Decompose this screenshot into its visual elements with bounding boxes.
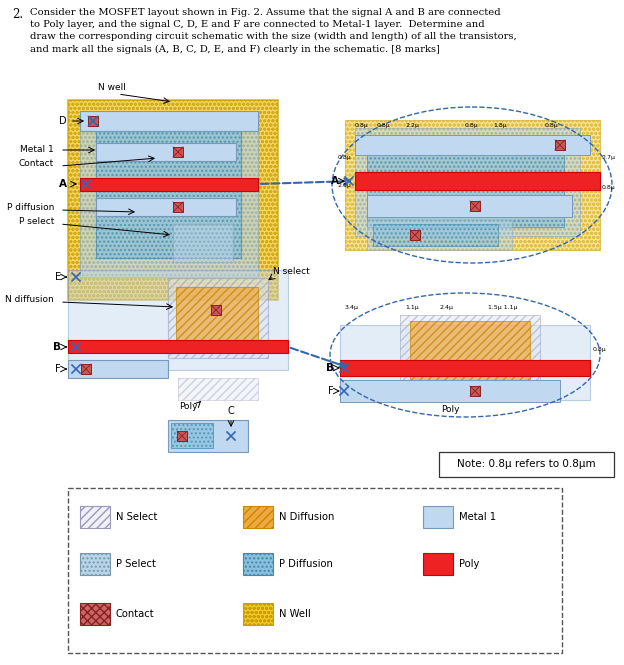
Bar [367,195,572,217]
Bar [168,420,248,452]
Bar [68,100,278,300]
Text: Poly: Poly [441,405,459,414]
Bar [555,140,565,150]
Bar [168,278,268,358]
Bar [173,147,183,157]
Text: P Select: P Select [116,559,156,569]
Bar [355,128,580,236]
Text: 2.2μ: 2.2μ [405,123,419,128]
Bar [96,126,241,258]
Text: 1.1μ: 1.1μ [405,305,419,310]
Bar [80,112,258,277]
Text: N Well: N Well [279,609,311,619]
Bar [80,178,258,191]
Text: E: E [55,272,61,282]
Text: P diffusion: P diffusion [7,203,54,213]
Text: 2.7μ: 2.7μ [602,156,616,160]
Bar [355,172,600,190]
Text: N select: N select [273,267,310,277]
Bar [373,224,498,246]
Bar [243,603,273,625]
Text: C: C [228,406,235,416]
Text: N Select: N Select [116,512,157,522]
Bar [80,506,110,528]
Bar [410,230,420,240]
Text: 1.8μ: 1.8μ [493,123,507,128]
Text: Consider the MOSFET layout shown in Fig. 2. Assume that the signal A and B are c: Consider the MOSFET layout shown in Fig.… [30,8,517,54]
Text: N diffusion: N diffusion [5,295,54,305]
Text: Metal 1: Metal 1 [459,512,496,522]
Bar [340,360,590,376]
Bar [177,431,187,441]
Bar [470,201,480,211]
Text: Note: 0.8μ refers to 0.8μm: Note: 0.8μ refers to 0.8μm [457,459,595,469]
Text: N Diffusion: N Diffusion [279,512,334,522]
Bar [96,143,236,161]
Text: P select: P select [19,217,54,227]
Text: Contact: Contact [116,609,155,619]
Bar [68,360,168,378]
Text: 0.8μ: 0.8μ [593,348,607,352]
Bar [68,340,288,353]
Text: 0.8μ: 0.8μ [465,123,479,128]
Bar [367,220,512,250]
Text: A: A [59,179,67,189]
Bar [340,325,590,400]
Bar [173,224,233,262]
Bar [211,305,221,315]
Text: 2.: 2. [12,8,23,21]
Text: 3.4μ: 3.4μ [345,305,359,310]
Text: B: B [326,363,334,373]
Text: Poly: Poly [459,559,479,569]
Bar [243,553,273,575]
Text: D: D [59,116,67,126]
Text: Poly: Poly [178,402,197,411]
Bar [470,386,480,396]
Text: Contact: Contact [19,160,54,168]
Bar [68,270,288,370]
Text: 0.8μ: 0.8μ [602,186,616,190]
Text: 0.8μ: 0.8μ [337,156,351,160]
Bar [355,135,590,155]
Bar [173,202,183,212]
Bar [340,380,560,402]
FancyBboxPatch shape [439,452,613,477]
Bar [176,287,258,345]
Text: 2.6μ: 2.6μ [337,182,351,188]
Text: F: F [328,386,334,396]
Text: B: B [53,342,61,352]
Bar [80,553,110,575]
Bar [423,553,453,575]
Bar [178,378,258,400]
Bar [400,315,540,388]
Text: P Diffusion: P Diffusion [279,559,333,569]
Bar [423,506,453,528]
Bar [88,116,98,126]
Bar [410,321,530,380]
Text: A: A [331,176,339,186]
Text: N well: N well [98,83,126,92]
Text: Metal 1: Metal 1 [20,146,54,154]
Text: 1.5μ 1.1μ: 1.5μ 1.1μ [488,305,517,310]
Bar [68,488,562,653]
Bar [243,506,273,528]
Bar [367,135,564,227]
Bar [80,603,110,625]
Text: 2.4μ: 2.4μ [440,305,454,310]
Text: F: F [56,364,61,374]
Bar [80,111,258,131]
Bar [171,423,213,448]
Text: 0.8μ: 0.8μ [377,123,391,128]
Bar [96,198,236,216]
Bar [345,120,600,250]
Text: 0.8μ: 0.8μ [545,123,558,128]
Text: 0.8μ: 0.8μ [355,123,369,128]
Bar [81,364,91,374]
